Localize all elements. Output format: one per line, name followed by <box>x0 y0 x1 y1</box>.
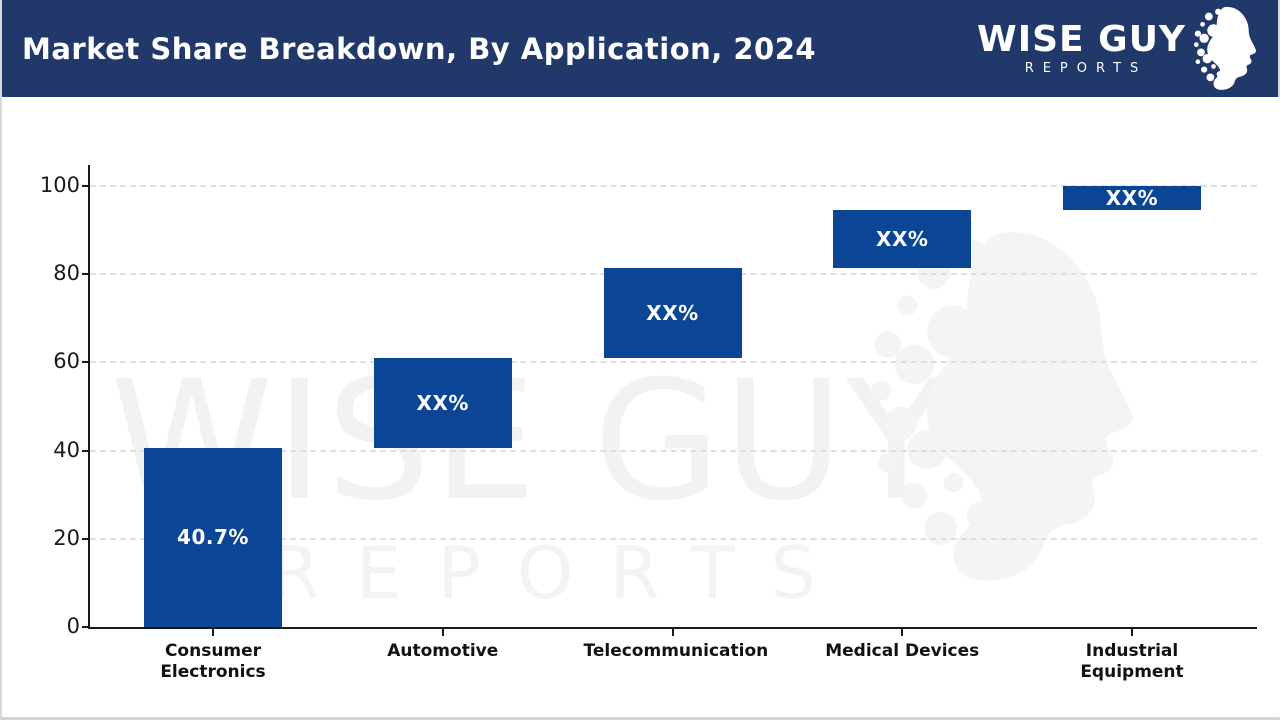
wise-guy-logo: WISE GUY REPORTS <box>977 4 1262 93</box>
bar-segment: XX% <box>373 357 512 448</box>
header-bar: Market Share Breakdown, By Application, … <box>2 0 1278 97</box>
y-tick-mark <box>82 185 90 187</box>
category-label: Medical Devices <box>825 641 980 661</box>
y-tick-mark <box>82 361 90 364</box>
x-tick-mark <box>671 629 674 636</box>
x-tick-mark <box>1131 629 1133 636</box>
y-axis-line <box>88 165 90 629</box>
wise-guy-head-icon <box>1193 6 1257 90</box>
y-tick-label: 80 <box>53 261 80 286</box>
category-label: Automotive <box>387 641 499 661</box>
y-tick-label: 20 <box>53 525 80 550</box>
x-axis-line <box>88 627 1257 629</box>
x-tick-mark <box>212 629 214 636</box>
bar-value-label: 40.7% <box>177 525 249 550</box>
bar-value-label: XX% <box>1105 186 1159 211</box>
chart-area: WISE GUY REPORTS 0 20 40 60 80 100 40.7% XX% XX%… <box>2 97 1280 717</box>
bar-segment: 40.7% <box>144 447 282 627</box>
gridline <box>90 185 1257 187</box>
y-tick-mark <box>82 273 90 276</box>
y-tick-label: 60 <box>53 349 80 374</box>
y-tick-mark <box>82 626 90 628</box>
bar-segment: XX% <box>1063 186 1201 211</box>
y-tick-mark <box>82 537 90 540</box>
category-label: Telecommunication <box>583 641 769 661</box>
bar-segment: XX% <box>833 210 972 268</box>
gridline <box>90 537 1257 540</box>
y-tick-label: 40 <box>53 437 80 462</box>
bar-value-label: XX% <box>876 226 929 251</box>
watermark-reports: REPORTS <box>270 531 853 615</box>
category-label: Industrial Equipment <box>1080 641 1184 682</box>
logo-text: WISE GUY REPORTS <box>976 18 1186 76</box>
waterfall-chart: 0 20 40 60 80 100 40.7% XX% XX% XX% XX% Consumer El… <box>2 97 1280 717</box>
y-tick-label: 100 <box>39 173 80 197</box>
logo-reports-text: REPORTS <box>1024 60 1148 76</box>
x-tick-mark <box>441 629 444 636</box>
y-tick-mark <box>82 449 90 452</box>
bar-segment: XX% <box>603 267 742 358</box>
gridline <box>90 449 1257 452</box>
logo-wiseguy-text: WISE GUY <box>976 18 1186 60</box>
y-tick-label: 0 <box>66 614 80 638</box>
bar-value-label: XX% <box>416 390 469 415</box>
x-tick-mark <box>901 629 904 636</box>
page-title: Market Share Breakdown, By Application, … <box>22 31 817 66</box>
gridline <box>90 361 1257 364</box>
category-label: Consumer Electronics <box>160 641 266 682</box>
bar-value-label: XX% <box>646 300 699 325</box>
